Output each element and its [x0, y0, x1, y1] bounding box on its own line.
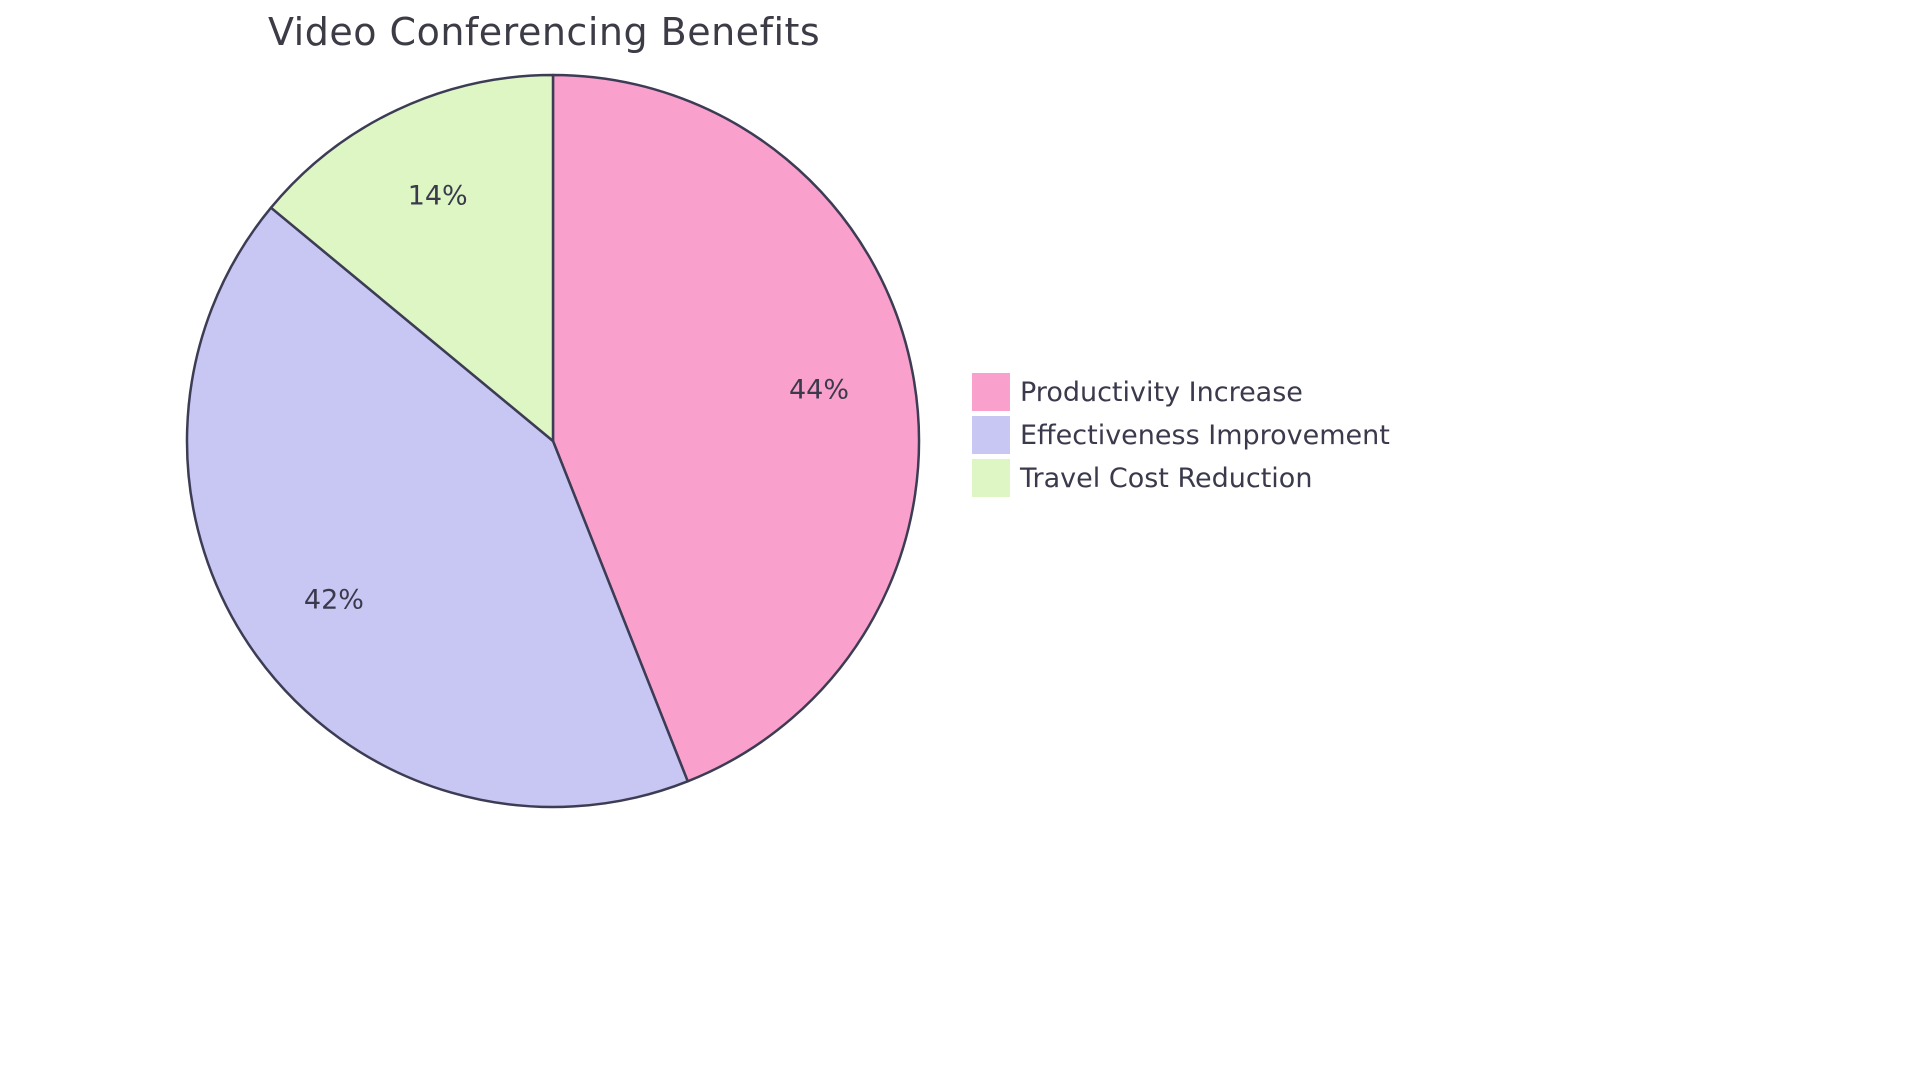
legend-label: Travel Cost Reduction: [1020, 462, 1313, 494]
legend-label: Productivity Increase: [1020, 376, 1303, 408]
legend-item-productivity-increase: Productivity Increase: [972, 373, 1390, 411]
slice-label-productivity-increase: 44%: [789, 375, 849, 406]
chart-title: Video Conferencing Benefits: [268, 10, 821, 54]
legend-swatch-effectiveness-improvement: [972, 416, 1010, 454]
legend-item-travel-cost-reduction: Travel Cost Reduction: [972, 459, 1390, 497]
legend-label: Effectiveness Improvement: [1020, 419, 1390, 451]
legend-swatch-productivity-increase: [972, 373, 1010, 411]
pie-slice-travel-cost-reduction: [269, 73, 555, 443]
legend-swatch-travel-cost-reduction: [972, 459, 1010, 497]
slice-label-travel-cost-reduction: 14%: [408, 180, 468, 211]
legend: Productivity Increase Effectiveness Impro…: [972, 373, 1390, 497]
slice-label-effectiveness-improvement: 42%: [304, 585, 364, 616]
pie-slice-productivity-increase: [551, 73, 921, 783]
legend-item-effectiveness-improvement: Effectiveness Improvement: [972, 416, 1390, 454]
pie-slice-effectiveness-improvement: [185, 206, 689, 809]
